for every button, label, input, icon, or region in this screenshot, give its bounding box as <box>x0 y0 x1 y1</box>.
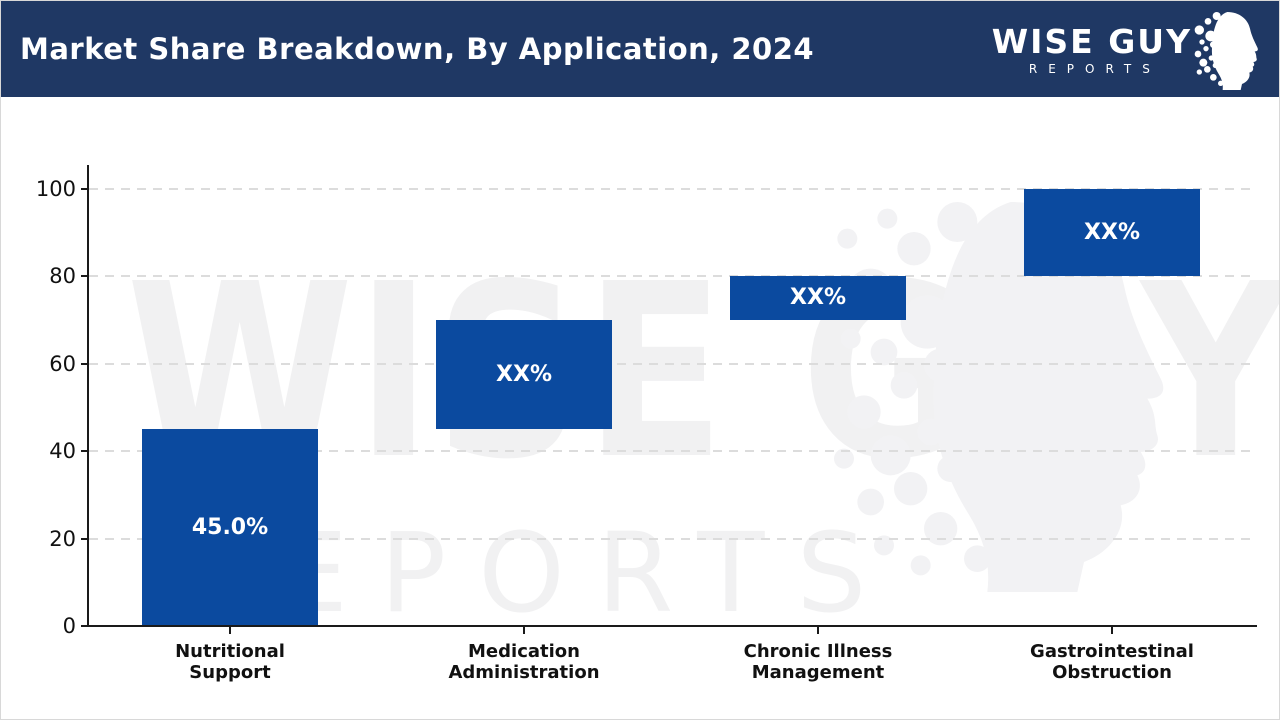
y-tick-mark <box>81 625 88 627</box>
gridline-40 <box>89 450 1256 452</box>
y-tick-mark <box>81 537 88 540</box>
y-tick-label: 40 <box>49 439 76 463</box>
y-tick-mark <box>81 450 88 452</box>
logo-wordmark: WISE GUY <box>991 21 1192 61</box>
logo-head-icon <box>1194 12 1258 90</box>
x-tick-mark <box>229 627 231 634</box>
bar-4: XX% <box>1024 188 1200 276</box>
x-tick-label: Nutritional Support <box>175 641 285 683</box>
x-tick-label: Gastrointestinal Obstruction <box>1030 641 1194 683</box>
bar-1: 45.0% <box>142 429 318 626</box>
x-tick-mark <box>523 627 525 634</box>
y-tick-label: 100 <box>35 176 76 201</box>
x-tick-mark <box>817 627 819 634</box>
logo-subtitle: REPORTS <box>1028 61 1161 76</box>
x-tick-label: Chronic Illness Management <box>743 641 893 683</box>
wise-guy-reports-logo: WISE GUY REPORTS <box>992 10 1264 90</box>
y-tick-mark <box>81 275 88 277</box>
bar-value-label: XX% <box>1084 219 1140 245</box>
y-tick-mark <box>81 187 88 190</box>
y-axis-line <box>87 165 89 627</box>
x-axis-line <box>87 625 1257 627</box>
header-bar: Market Share Breakdown, By Application, … <box>0 0 1280 97</box>
y-tick-label: 60 <box>49 351 76 376</box>
gridline-80 <box>89 275 1256 277</box>
bar-value-label: XX% <box>790 285 846 311</box>
y-tick-label: 0 <box>62 614 76 638</box>
y-tick-mark <box>81 362 88 365</box>
gridline-100 <box>89 187 1256 190</box>
bar-value-label: XX% <box>496 361 552 387</box>
page-title: Market Share Breakdown, By Application, … <box>20 31 815 66</box>
bar-3: XX% <box>730 276 906 320</box>
x-tick-label: Medication Administration <box>448 641 600 683</box>
logo-text: WISE GUY REPORTS <box>991 21 1192 76</box>
y-tick-label: 80 <box>49 264 76 288</box>
y-tick-label: 20 <box>49 526 76 551</box>
gridline-60 <box>89 362 1256 365</box>
x-tick-mark <box>1111 627 1113 634</box>
gridline-20 <box>89 537 1256 540</box>
bar-2: XX% <box>436 319 612 430</box>
bar-value-label: 45.0% <box>191 515 269 541</box>
